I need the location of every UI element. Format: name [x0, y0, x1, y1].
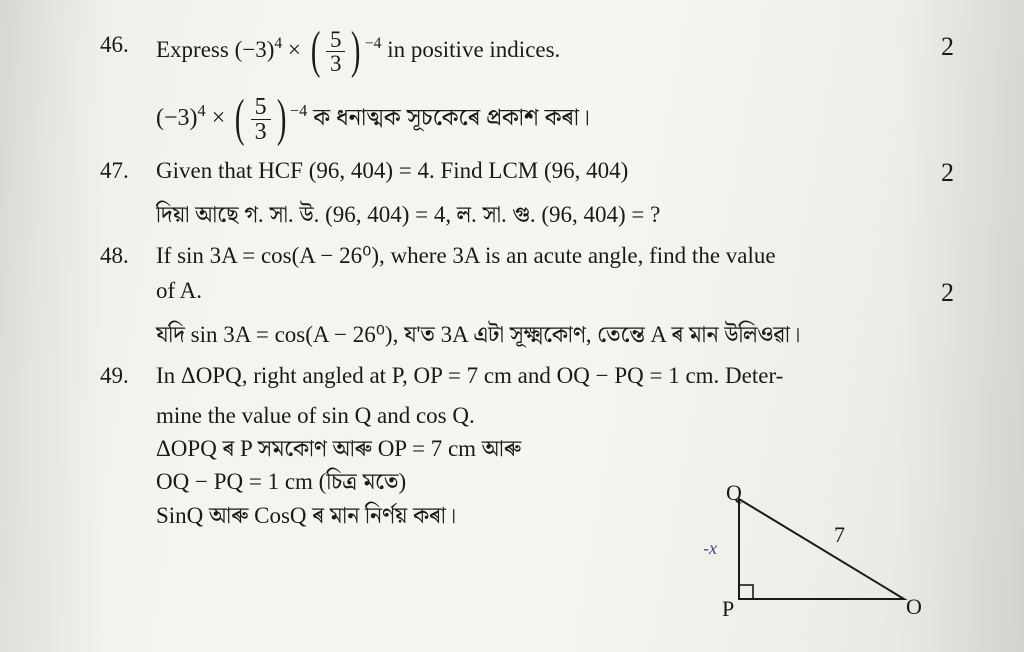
question-body: If sin 3A = cos(A − 26⁰), where 3A is an…: [156, 239, 914, 272]
vertex-O: O: [906, 594, 922, 619]
q49-as-l2: OQ − PQ = 1 cm (চিত্ৰ মতে): [156, 469, 406, 494]
question-48-l2: of A. 2: [100, 274, 954, 312]
q49-as-line1: ΔOPQ ৰ P সমকোণ আৰু OP = 7 cm আৰু: [156, 432, 954, 465]
question-number: 46.: [100, 28, 156, 61]
q48-assamese: যদি sin 3A = cos(A − 26⁰), য'ত 3A এটা সূ…: [156, 318, 954, 351]
question-marks: 2: [914, 154, 954, 192]
q49-en-l2: mine the value of sin Q and cos Q.: [156, 403, 475, 428]
fraction: 53: [326, 28, 346, 75]
triangle-diagram: Q P O 7 q-x: [704, 484, 924, 624]
question-number: 48.: [100, 239, 156, 272]
spacer: [100, 81, 954, 95]
side-label: 7: [834, 522, 845, 547]
q48-en-l1: If sin 3A = cos(A − 26⁰), where 3A is an…: [156, 243, 776, 268]
question-48: 48. If sin 3A = cos(A − 26⁰), where 3A i…: [100, 239, 954, 272]
q46-assamese: (−3)4 × (53)−4 ক ধনাত্মক সূচকেৰে প্ৰকাশ …: [156, 95, 954, 144]
fraction-den-as: 3: [251, 120, 271, 144]
question-body: In ΔOPQ, right angled at P, OP = 7 cm an…: [156, 359, 914, 392]
q48-as: যদি sin 3A = cos(A − 26⁰), য'ত 3A এটা সূ…: [156, 322, 801, 347]
question-body: Express (−3)4 × (53)−4 in positive indic…: [156, 28, 914, 75]
pencil-note: q-x: [704, 538, 717, 558]
q46-text-pre: Express (−3): [156, 37, 274, 62]
question-46: 46. Express (−3)4 × (53)−4 in positive i…: [100, 28, 954, 75]
rparen-icon: ): [276, 96, 286, 143]
q47-en: Given that HCF (96, 404) = 4. Find LCM (…: [156, 158, 628, 183]
fraction-den: 3: [326, 52, 346, 75]
triangle-svg: Q P O 7 q-x: [704, 484, 924, 624]
rparen-icon: ): [351, 28, 361, 75]
question-49: 49. In ΔOPQ, right angled at P, OP = 7 c…: [100, 359, 954, 392]
lparen-icon: (: [311, 28, 321, 75]
exp-neg4: −4: [365, 35, 382, 52]
q47-as: দিয়া আছে গ. সা. উ. (96, 404) = 4, ল. সা…: [156, 202, 660, 227]
exp-4: 4: [274, 35, 282, 52]
mult-sign-as: ×: [206, 105, 232, 131]
question-number: 49.: [100, 359, 156, 392]
fraction-as: 53: [251, 95, 271, 144]
q46-as-pre: (−3): [156, 105, 198, 131]
q46-text-post: in positive indices.: [381, 37, 560, 62]
q49-as-l3: SinQ আৰু CosQ ৰ মান নিৰ্ণয় কৰা।: [156, 503, 456, 528]
question-body: of A.: [156, 274, 914, 307]
q46-as-post: ক ধনাত্মক সূচকেৰে প্ৰকাশ কৰা।: [307, 105, 590, 131]
vertex-P: P: [722, 596, 734, 621]
q49-en-line2: mine the value of sin Q and cos Q.: [156, 399, 954, 432]
q49-as-l1: ΔOPQ ৰ P সমকোণ আৰু OP = 7 cm আৰু: [156, 436, 521, 461]
lparen-icon: (: [235, 96, 245, 143]
question-marks: 2: [914, 28, 954, 66]
triangle-shape: [739, 499, 904, 599]
q48-en-l2: of A.: [156, 278, 202, 303]
exam-page: 46. Express (−3)4 × (53)−4 in positive i…: [0, 0, 1024, 652]
fraction-num: 5: [326, 28, 346, 52]
exp-4-as: 4: [198, 101, 206, 120]
mult-sign: ×: [282, 37, 306, 62]
fraction-num-as: 5: [251, 95, 271, 120]
question-number: 47.: [100, 154, 156, 187]
q47-assamese: দিয়া আছে গ. সা. উ. (96, 404) = 4, ল. সা…: [156, 198, 954, 231]
question-47: 47. Given that HCF (96, 404) = 4. Find L…: [100, 154, 954, 192]
vertex-Q: Q: [726, 484, 742, 505]
question-body: Given that HCF (96, 404) = 4. Find LCM (…: [156, 154, 914, 187]
exp-neg4-as: −4: [290, 101, 307, 120]
right-angle-icon: [739, 585, 753, 599]
page-shadow-left: [0, 0, 120, 652]
q49-en-l1: In ΔOPQ, right angled at P, OP = 7 cm an…: [156, 363, 783, 388]
question-marks: 2: [914, 274, 954, 312]
